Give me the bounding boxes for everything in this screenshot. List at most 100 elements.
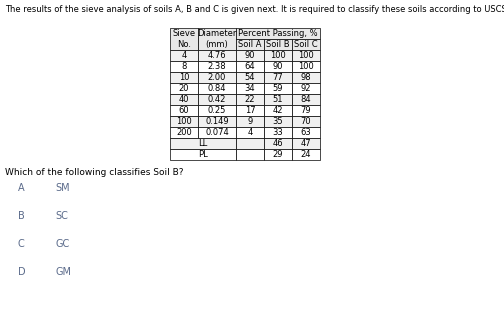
Text: 54: 54 xyxy=(245,73,255,82)
Text: 63: 63 xyxy=(300,128,311,137)
Bar xyxy=(292,72,320,83)
Text: 100: 100 xyxy=(270,51,286,60)
Text: SM: SM xyxy=(55,183,70,193)
Text: Soil C: Soil C xyxy=(294,40,318,49)
Text: 0.074: 0.074 xyxy=(205,128,229,137)
Bar xyxy=(236,72,264,83)
Bar xyxy=(236,28,320,39)
Text: 98: 98 xyxy=(301,73,311,82)
Text: 64: 64 xyxy=(244,62,256,71)
Bar xyxy=(292,105,320,116)
Text: 51: 51 xyxy=(273,95,283,104)
Text: 84: 84 xyxy=(301,95,311,104)
Text: 0.42: 0.42 xyxy=(208,95,226,104)
Text: 33: 33 xyxy=(273,128,283,137)
Text: 10: 10 xyxy=(179,73,189,82)
Text: 0.84: 0.84 xyxy=(208,84,226,93)
Bar xyxy=(292,61,320,72)
Text: 34: 34 xyxy=(244,84,256,93)
Bar xyxy=(264,105,292,116)
Bar xyxy=(264,94,292,105)
Bar xyxy=(170,61,198,72)
Text: B: B xyxy=(18,211,25,221)
Bar xyxy=(198,94,236,105)
Text: GM: GM xyxy=(55,267,71,277)
Bar xyxy=(198,28,236,50)
Bar xyxy=(292,116,320,127)
Text: 17: 17 xyxy=(244,106,256,115)
Text: Diameter
(mm): Diameter (mm) xyxy=(197,29,237,49)
Text: LL: LL xyxy=(199,139,208,148)
Bar xyxy=(264,50,292,61)
Bar xyxy=(198,50,236,61)
Text: 2.38: 2.38 xyxy=(208,62,226,71)
Text: 77: 77 xyxy=(273,73,283,82)
Text: 200: 200 xyxy=(176,128,192,137)
Text: C: C xyxy=(18,239,25,249)
Bar xyxy=(236,39,264,50)
Bar xyxy=(292,94,320,105)
Text: Which of the following classifies Soil B?: Which of the following classifies Soil B… xyxy=(5,168,183,177)
Text: The results of the sieve analysis of soils A, B and C is given next. It is requi: The results of the sieve analysis of soi… xyxy=(5,5,504,14)
Bar xyxy=(264,127,292,138)
Text: Soil A: Soil A xyxy=(238,40,262,49)
Text: 2.00: 2.00 xyxy=(208,73,226,82)
Text: 100: 100 xyxy=(298,62,314,71)
Bar xyxy=(292,138,320,149)
Bar xyxy=(236,83,264,94)
Bar xyxy=(170,94,198,105)
Text: GC: GC xyxy=(55,239,69,249)
Text: 70: 70 xyxy=(301,117,311,126)
Bar xyxy=(170,105,198,116)
Bar xyxy=(264,116,292,127)
Text: D: D xyxy=(18,267,26,277)
Text: 60: 60 xyxy=(179,106,190,115)
Text: 29: 29 xyxy=(273,150,283,159)
Bar xyxy=(170,28,198,50)
Bar xyxy=(198,72,236,83)
Text: 47: 47 xyxy=(301,139,311,148)
Text: 35: 35 xyxy=(273,117,283,126)
Text: 4: 4 xyxy=(181,51,186,60)
Bar xyxy=(236,50,264,61)
Bar xyxy=(170,138,236,149)
Text: 20: 20 xyxy=(179,84,189,93)
Bar xyxy=(170,127,198,138)
Text: 4: 4 xyxy=(247,128,253,137)
Text: 100: 100 xyxy=(298,51,314,60)
Text: 90: 90 xyxy=(273,62,283,71)
Text: 40: 40 xyxy=(179,95,189,104)
Text: Soil B: Soil B xyxy=(266,40,290,49)
Text: 79: 79 xyxy=(301,106,311,115)
Text: 9: 9 xyxy=(247,117,253,126)
Bar xyxy=(264,138,292,149)
Bar xyxy=(198,127,236,138)
Bar xyxy=(236,116,264,127)
Text: Percent Passing, %: Percent Passing, % xyxy=(238,29,318,38)
Text: 0.149: 0.149 xyxy=(205,117,229,126)
Text: 8: 8 xyxy=(181,62,186,71)
Text: 24: 24 xyxy=(301,150,311,159)
Text: A: A xyxy=(18,183,25,193)
Text: 90: 90 xyxy=(245,51,255,60)
Text: 0.25: 0.25 xyxy=(208,106,226,115)
Text: 4.76: 4.76 xyxy=(208,51,226,60)
Bar xyxy=(264,72,292,83)
Bar xyxy=(170,50,198,61)
Bar xyxy=(292,50,320,61)
Text: Sieve
No.: Sieve No. xyxy=(172,29,196,49)
Bar xyxy=(198,61,236,72)
Bar xyxy=(292,39,320,50)
Text: 42: 42 xyxy=(273,106,283,115)
Bar xyxy=(264,61,292,72)
Text: 92: 92 xyxy=(301,84,311,93)
Bar xyxy=(236,127,264,138)
Text: 46: 46 xyxy=(273,139,283,148)
Bar xyxy=(236,138,264,149)
Bar xyxy=(170,116,198,127)
Bar xyxy=(198,83,236,94)
Bar xyxy=(236,94,264,105)
Text: 59: 59 xyxy=(273,84,283,93)
Bar xyxy=(264,39,292,50)
Bar xyxy=(170,83,198,94)
